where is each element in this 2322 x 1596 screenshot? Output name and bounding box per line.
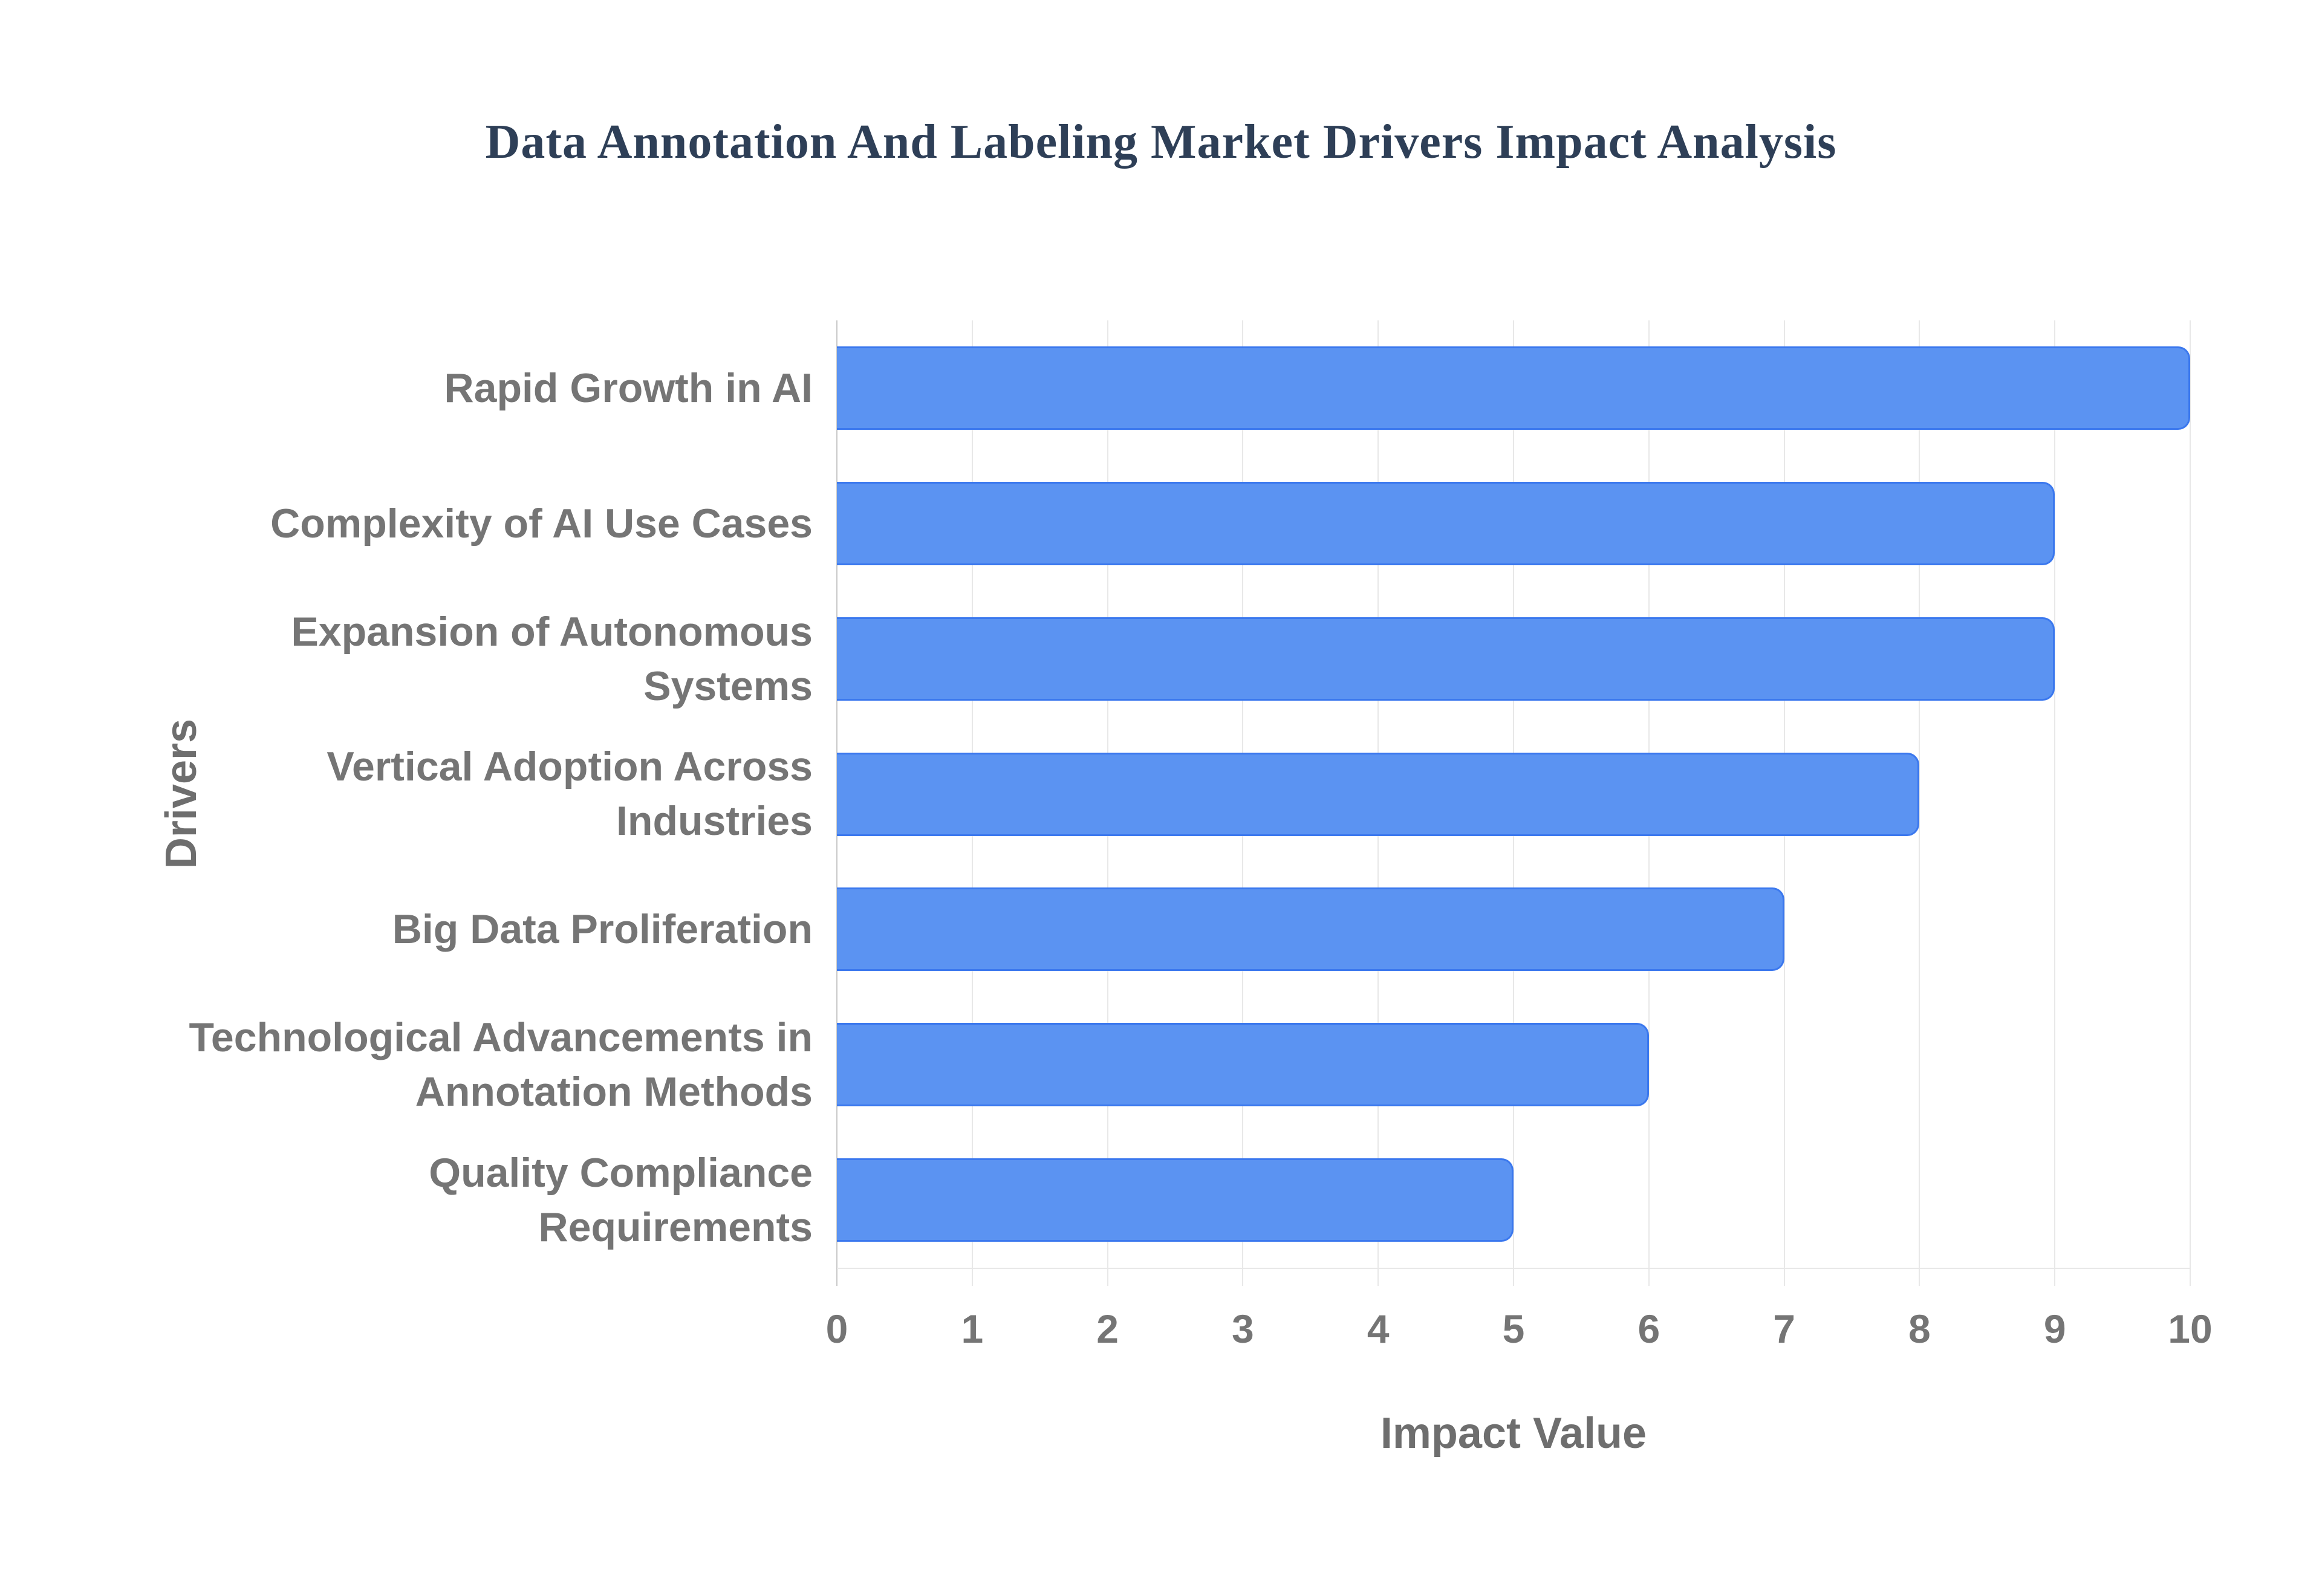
x-tick-label: 8 <box>1908 1306 1931 1351</box>
chart-title: Data Annotation And Labeling Market Driv… <box>485 115 1837 169</box>
bar[interactable] <box>837 1158 1514 1242</box>
x-tick-label: 2 <box>1096 1306 1119 1351</box>
category-label: Vertical Adoption Across Industries <box>327 744 813 845</box>
bar[interactable] <box>837 1023 1649 1107</box>
x-axis-line <box>837 1268 2190 1269</box>
x-tick-label: 6 <box>1637 1306 1660 1351</box>
x-tick-label: 1 <box>961 1306 984 1351</box>
x-tick-label: 0 <box>825 1306 848 1351</box>
bar[interactable] <box>837 617 2055 701</box>
category-label: Big Data Proliferation <box>392 906 813 953</box>
gridline <box>1919 320 1920 1286</box>
bar[interactable] <box>837 481 2055 565</box>
category-label: Rapid Growth in AI <box>444 365 813 411</box>
x-tick-label: 9 <box>2043 1306 2066 1351</box>
gridline <box>2054 320 2056 1286</box>
gridline <box>2190 320 2191 1286</box>
x-tick-label: 3 <box>1232 1306 1254 1351</box>
category-label: Complexity of AI Use Cases <box>270 500 813 547</box>
x-tick-label: 4 <box>1367 1306 1390 1351</box>
bar[interactable] <box>837 887 1784 972</box>
bar[interactable] <box>837 752 1920 836</box>
category-label: Expansion of Autonomous Systems <box>291 608 813 709</box>
x-tick-label: 7 <box>1773 1306 1795 1351</box>
y-axis-category-labels: Rapid Growth in AI Complexity of AI Use C… <box>145 320 813 1268</box>
category-label: Quality Compliance Requirements <box>429 1150 813 1251</box>
x-tick-label: 5 <box>1502 1306 1525 1351</box>
x-axis-title: Impact Value <box>1380 1409 1647 1458</box>
plot-area <box>836 320 2191 1286</box>
bar[interactable] <box>837 346 2190 430</box>
x-tick-label: 10 <box>2168 1306 2213 1351</box>
category-label: Technological Advancements in Annotation… <box>189 1014 813 1115</box>
